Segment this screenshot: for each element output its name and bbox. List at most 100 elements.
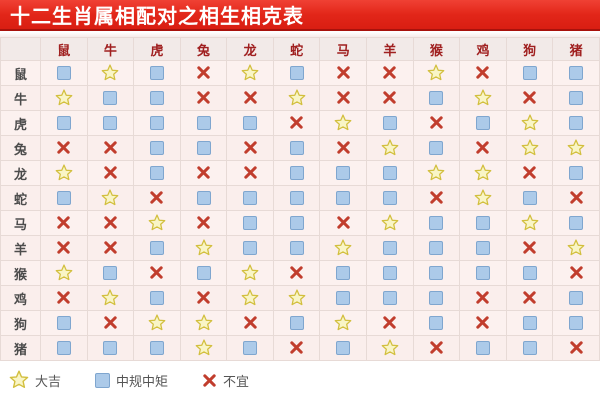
cross-icon — [523, 241, 536, 254]
row-header: 马 — [0, 210, 41, 236]
table-cell — [319, 85, 368, 111]
table-cell — [412, 260, 461, 286]
table-cell — [40, 110, 88, 136]
page-title: 十二生肖属相配对之相生相克表 — [10, 6, 304, 28]
square-icon — [103, 90, 118, 105]
cross-icon — [57, 241, 70, 254]
table-cell — [272, 285, 321, 311]
banner-divider — [0, 31, 600, 37]
column-header: 兔 — [179, 37, 228, 61]
cross-icon — [337, 66, 350, 79]
star-icon — [334, 314, 352, 331]
table-cell — [319, 60, 368, 86]
column-header: 牛 — [86, 37, 135, 61]
cross-icon — [430, 341, 443, 354]
cross-icon — [337, 91, 350, 104]
table-cell — [40, 260, 88, 286]
square-icon — [382, 290, 397, 305]
square-icon — [289, 190, 304, 205]
square-icon — [149, 90, 164, 105]
row-header: 龙 — [0, 160, 41, 186]
table-cell — [319, 335, 368, 361]
table-cell — [412, 135, 461, 161]
table-cell — [272, 85, 321, 111]
table-cell — [133, 60, 181, 86]
table-cell — [366, 60, 414, 86]
square-icon — [243, 340, 258, 355]
square-icon — [149, 340, 164, 355]
table-cell — [86, 335, 135, 361]
cross-icon — [523, 166, 536, 179]
square-icon — [196, 265, 211, 280]
square-icon — [149, 165, 164, 180]
star-icon — [521, 214, 538, 231]
cross-icon — [197, 216, 210, 229]
column-header: 蛇 — [272, 37, 321, 61]
legend-item: 大吉 — [9, 370, 61, 390]
row-header: 虎 — [0, 110, 41, 136]
table-row: 羊 — [0, 235, 600, 261]
table-cell — [459, 135, 507, 161]
table-cell — [552, 260, 600, 286]
table-cell — [505, 85, 554, 111]
star-icon — [195, 314, 212, 331]
square-icon — [103, 265, 118, 280]
row-header: 狗 — [0, 310, 41, 336]
cross-icon — [197, 291, 210, 304]
table-cell — [459, 335, 507, 361]
star-icon — [521, 139, 538, 156]
square-icon — [569, 165, 584, 180]
row-header: 猴 — [0, 260, 41, 286]
square-icon — [149, 115, 164, 130]
table-cell — [412, 310, 461, 336]
table-cell — [40, 335, 88, 361]
cross-icon — [150, 191, 164, 204]
star-icon — [567, 139, 585, 156]
table-cell — [226, 135, 274, 161]
square-icon — [382, 165, 397, 180]
star-icon — [288, 289, 306, 306]
cross-icon — [383, 316, 397, 329]
table-cell — [459, 110, 507, 136]
table-cell — [459, 60, 507, 86]
star-icon — [241, 289, 259, 306]
square-icon — [382, 265, 397, 280]
square-icon — [289, 215, 304, 230]
table-cell — [366, 85, 414, 111]
square-icon — [149, 290, 164, 305]
table-row: 鸡 — [0, 285, 600, 311]
table-cell — [366, 160, 414, 186]
table-cell — [226, 235, 274, 261]
cross-icon — [197, 166, 210, 179]
cross-icon — [290, 341, 303, 354]
table-cell — [86, 285, 135, 311]
star-icon — [9, 370, 29, 388]
square-icon — [569, 290, 584, 305]
row-header: 羊 — [0, 235, 41, 261]
square-icon — [289, 140, 304, 155]
table-cell — [272, 210, 321, 236]
table-cell — [272, 135, 321, 161]
table-cell — [226, 335, 274, 361]
table-cell — [319, 185, 368, 211]
square-icon — [569, 90, 584, 105]
title-banner: 十二生肖属相配对之相生相克表 — [0, 0, 600, 31]
table-cell — [86, 185, 135, 211]
table-row: 兔 — [0, 135, 600, 161]
table-row: 龙 — [0, 160, 600, 186]
cross-icon — [523, 91, 536, 104]
table-cell — [552, 185, 600, 211]
table-cell — [319, 210, 368, 236]
table-cell — [179, 85, 228, 111]
cross-icon — [57, 141, 70, 154]
cross-icon — [243, 91, 257, 104]
column-header: 虎 — [133, 37, 181, 61]
table-cell — [366, 210, 414, 236]
zodiac-compatibility-table: 鼠牛虎兔龙蛇马羊猴鸡狗猪 鼠牛虎兔龙蛇马羊猴鸡狗猪 — [0, 37, 600, 361]
table-cell — [133, 310, 181, 336]
cross-icon — [337, 216, 350, 229]
square-icon — [522, 190, 537, 205]
cross-icon — [383, 66, 397, 79]
table-cell — [505, 260, 554, 286]
table-cell — [226, 160, 274, 186]
